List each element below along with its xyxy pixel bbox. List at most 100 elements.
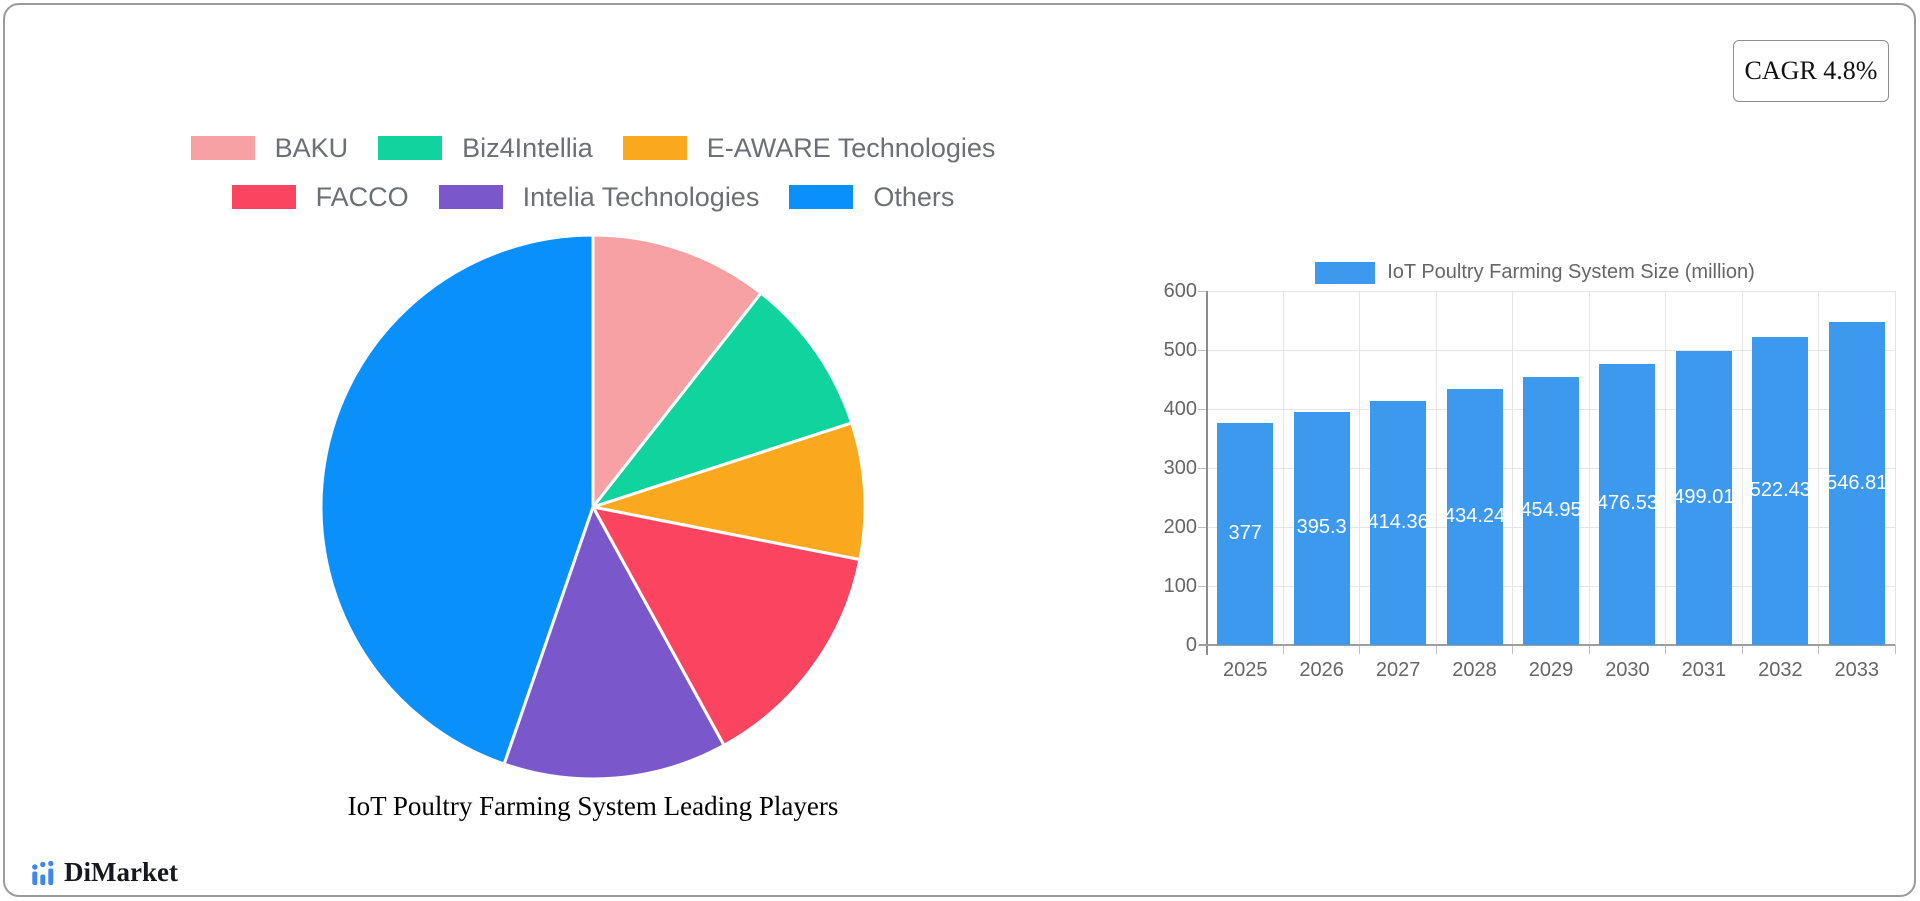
- bar-value-2029: 454.95: [1520, 498, 1582, 521]
- xtick-label-2027: 2027: [1375, 659, 1421, 681]
- gridline-x-3: [1435, 291, 1437, 645]
- xtick-1: [1282, 645, 1284, 654]
- legend-swatch-others: [789, 185, 854, 209]
- bar-2027[interactable]: [1370, 400, 1427, 645]
- pie-chart: [308, 222, 878, 792]
- pie-slice-facco[interactable]: [591, 505, 862, 747]
- ytick-label-400: 400: [1163, 398, 1197, 420]
- legend-item-e-aware-technologies[interactable]: E-AWARE Technologies: [622, 132, 996, 164]
- brand-name: DiMarket: [64, 857, 178, 887]
- ytick-label-300: 300: [1163, 457, 1197, 479]
- xtick-5: [1588, 645, 1590, 654]
- xtick-7: [1741, 645, 1743, 654]
- ytick-100: [1198, 585, 1207, 587]
- bar-value-2025: 377: [1228, 521, 1262, 544]
- xtick-6: [1665, 645, 1667, 654]
- bar-2033[interactable]: [1828, 322, 1885, 645]
- bar-2026[interactable]: [1293, 411, 1350, 645]
- pie-svg: [319, 233, 867, 781]
- xtick-4: [1512, 645, 1514, 654]
- legend-label-intelia-technologies: Intelia Technologies: [522, 181, 760, 212]
- cagr-text: CAGR 4.8%: [1744, 56, 1878, 85]
- cagr-badge: CAGR 4.8%: [1733, 40, 1889, 102]
- ytick-400: [1198, 408, 1207, 410]
- ytick-600: [1198, 290, 1207, 292]
- gridline-x-7: [1741, 291, 1743, 645]
- gridline-x-8: [1818, 291, 1820, 645]
- gridline-x-6: [1665, 291, 1667, 645]
- xtick-label-2032: 2032: [1758, 659, 1803, 681]
- pie-slice-biz4intellia[interactable]: [591, 291, 854, 509]
- legend-item-facco[interactable]: FACCO: [231, 181, 409, 213]
- bar-2031[interactable]: [1675, 350, 1732, 645]
- gridline-x-4: [1512, 291, 1514, 645]
- legend-swatch-baku: [190, 136, 255, 160]
- bar-value-2028: 434.24: [1443, 504, 1506, 527]
- x-axis-line: [1199, 644, 1895, 646]
- pie-slice-e-aware-technologies[interactable]: [591, 421, 867, 562]
- ytick-label-0: 0: [1185, 634, 1197, 656]
- xtick-2: [1359, 645, 1361, 654]
- ytick-label-100: 100: [1163, 575, 1197, 597]
- pie-slice-others[interactable]: [319, 233, 595, 766]
- ytick-200: [1198, 526, 1207, 528]
- legend-item-intelia-technologies[interactable]: Intelia Technologies: [438, 181, 760, 213]
- bar-plot-area: 0 100 200 300 400 500 600 377 2025 395.3 2026 414.3…: [1155, 245, 1915, 695]
- ytick-label-500: 500: [1163, 339, 1197, 361]
- ytick-300: [1198, 467, 1207, 469]
- legend-label-e-aware-technologies: E-AWARE Technologies: [706, 132, 996, 163]
- bar-value-2026: 395.3: [1296, 516, 1347, 539]
- legend-swatch-facco: [231, 185, 296, 209]
- gridline-x-1: [1282, 291, 1284, 645]
- gridline-y-600: [1207, 290, 1895, 292]
- legend-item-others[interactable]: Others: [789, 182, 954, 213]
- legend-swatch-intelia-technologies: [438, 185, 503, 209]
- legend-label-baku: BAKU: [274, 132, 349, 163]
- bar-value-2027: 414.36: [1367, 510, 1429, 533]
- xtick-label-2031: 2031: [1681, 659, 1727, 681]
- bar-legend-label: IoT Poultry Farming System Size (million…: [1387, 261, 1755, 283]
- ytick-label-200: 200: [1163, 516, 1197, 538]
- legend-swatch-e-aware-technologies: [622, 136, 687, 160]
- xtick-8: [1818, 645, 1820, 654]
- mini-bar-chart-icon: [32, 860, 54, 885]
- xtick-label-2029: 2029: [1528, 659, 1574, 681]
- bar-chart-legend-item[interactable]: IoT Poultry Farming System Size (million…: [1155, 261, 1915, 284]
- bar-2030[interactable]: [1599, 363, 1656, 645]
- pie-legend: BAKU Biz4Intellia E-AWARE Technologies FAC…: [113, 132, 1073, 233]
- bar-value-2031: 499.01: [1673, 485, 1735, 508]
- bar-legend-swatch: [1315, 261, 1376, 284]
- legend-label-facco: FACCO: [315, 181, 409, 212]
- xtick-label-2033: 2033: [1834, 659, 1880, 681]
- legend-swatch-biz4intellia: [378, 136, 443, 160]
- bar-value-2033: 546.81: [1826, 471, 1888, 494]
- gridline-x-5: [1588, 291, 1590, 645]
- bar-2032[interactable]: [1752, 336, 1809, 645]
- bar-2029[interactable]: [1523, 376, 1579, 645]
- xtick-9: [1894, 645, 1896, 654]
- gridline-x-9: [1894, 291, 1896, 645]
- pie-slice-intelia-technologies[interactable]: [502, 505, 726, 781]
- xtick-label-2026: 2026: [1299, 659, 1344, 681]
- xtick-3: [1435, 645, 1437, 654]
- y-axis-line: [1206, 291, 1208, 655]
- pie-legend-row-2: FACCO Intelia Technologies Others: [113, 181, 1073, 213]
- bar-value-2032: 522.43: [1749, 478, 1811, 501]
- legend-item-baku[interactable]: BAKU: [190, 132, 349, 164]
- bar-2028[interactable]: [1446, 388, 1503, 645]
- bar-2025[interactable]: [1217, 422, 1274, 645]
- bar-value-2030: 476.53: [1596, 492, 1659, 515]
- legend-item-biz4intellia[interactable]: Biz4Intellia: [378, 133, 593, 164]
- ytick-label-600: 600: [1163, 280, 1197, 302]
- report-frame: CAGR 4.8% BAKU Biz4Intellia E-AWARE Techno…: [3, 3, 1916, 897]
- xtick-label-2025: 2025: [1222, 659, 1268, 681]
- xtick-label-2030: 2030: [1605, 659, 1650, 681]
- pie-legend-row-1: BAKU Biz4Intellia E-AWARE Technologies: [113, 132, 1073, 164]
- xtick-label-2028: 2028: [1452, 659, 1497, 681]
- pie-slice-baku[interactable]: [591, 233, 763, 509]
- gridline-x-2: [1359, 291, 1361, 645]
- ytick-500: [1198, 349, 1207, 351]
- brand-logo: DiMarket: [31, 857, 178, 888]
- bar-chart: IoT Poultry Farming System Size (million…: [1155, 245, 1915, 695]
- gridline-y-500: [1207, 349, 1895, 351]
